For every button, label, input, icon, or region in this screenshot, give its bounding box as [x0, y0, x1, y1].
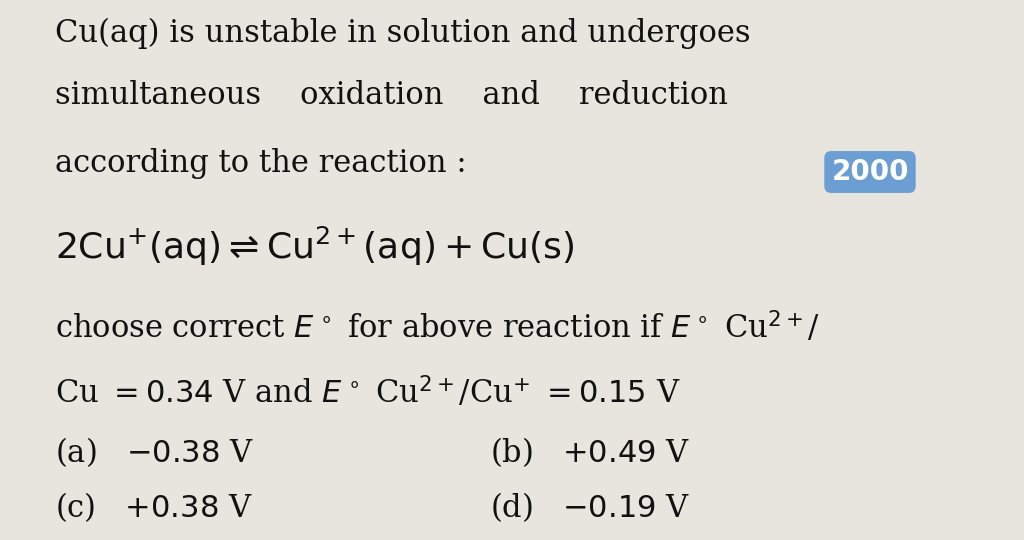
Text: $2\mathrm{Cu^{+}(aq)}\rightleftharpoons\mathrm{Cu^{2+}(aq)+Cu(s)}$: $2\mathrm{Cu^{+}(aq)}\rightleftharpoons\…: [55, 225, 574, 268]
Text: (d)   $-0.19$ V: (d) $-0.19$ V: [490, 490, 690, 524]
Text: Cu(aq) is unstable in solution and undergoes: Cu(aq) is unstable in solution and under…: [55, 18, 751, 49]
Text: (a)   $-0.38$ V: (a) $-0.38$ V: [55, 435, 254, 469]
Text: Cu $= 0.34$ V and $\mathit{E}^\circ$ Cu$^{2+}$/Cu$^{+}$ $= 0.15$ V: Cu $= 0.34$ V and $\mathit{E}^\circ$ Cu$…: [55, 375, 681, 410]
Text: simultaneous    oxidation    and    reduction: simultaneous oxidation and reduction: [55, 80, 728, 111]
Text: according to the reaction :: according to the reaction :: [55, 148, 467, 179]
Text: 2000: 2000: [831, 158, 908, 186]
Text: choose correct $\mathit{E}^\circ$ for above reaction if $\mathit{E}^\circ$ Cu$^{: choose correct $\mathit{E}^\circ$ for ab…: [55, 310, 820, 346]
Text: (b)   $+0.49$ V: (b) $+0.49$ V: [490, 435, 690, 469]
Text: (c)   $+0.38$ V: (c) $+0.38$ V: [55, 490, 253, 524]
